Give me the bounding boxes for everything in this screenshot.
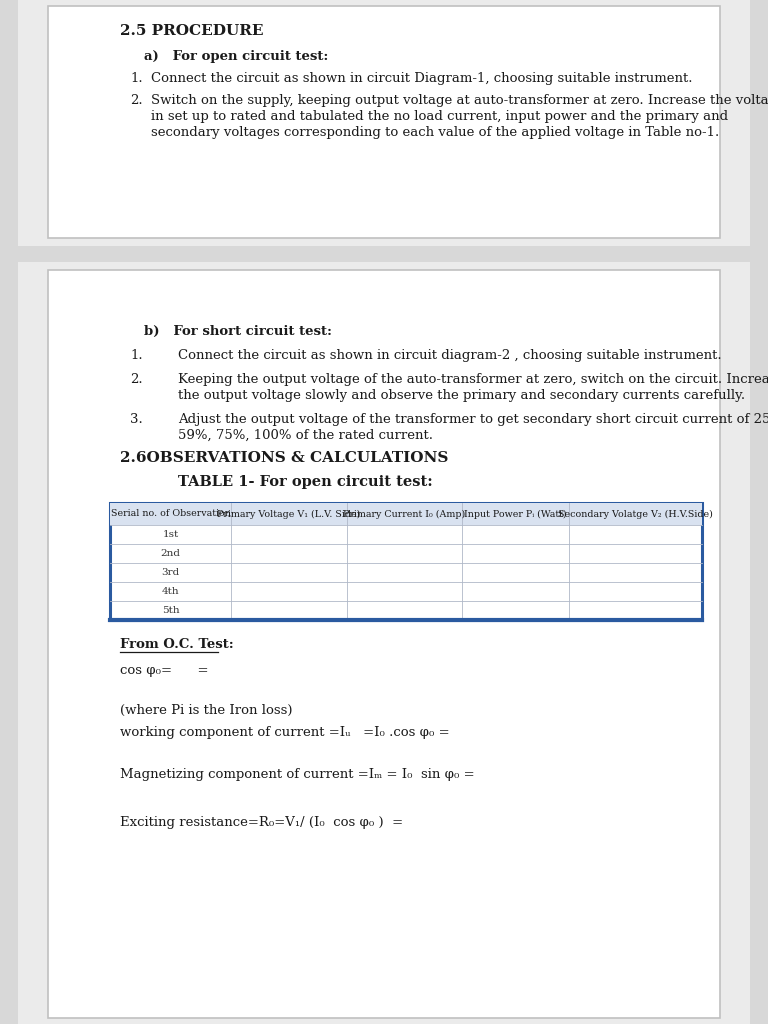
Text: the output voltage slowly and observe the primary and secondary currents careful: the output voltage slowly and observe th… [178,389,745,402]
Text: Adjust the output voltage of the transformer to get secondary short circuit curr: Adjust the output voltage of the transfo… [178,413,768,426]
Text: a)   For open circuit test:: a) For open circuit test: [144,50,329,63]
Text: 1st: 1st [163,530,179,539]
Text: 5th: 5th [162,606,180,615]
Text: 3.: 3. [130,413,143,426]
Text: 2nd: 2nd [161,549,180,558]
Text: 2.6OBSERVATIONS & CALCULATIONS: 2.6OBSERVATIONS & CALCULATIONS [120,451,449,465]
Text: Exciting resistance=R₀=V₁/ (I₀  cos φ₀ )  =: Exciting resistance=R₀=V₁/ (I₀ cos φ₀ ) … [120,816,403,829]
Bar [110,503,702,620]
Text: 1.: 1. [130,72,143,85]
Text: (where Pi is the Iron loss): (where Pi is the Iron loss) [120,705,293,717]
Text: 2.: 2. [130,94,143,106]
Text: in set up to rated and tabulated the no load current, input power and the primar: in set up to rated and tabulated the no … [151,110,728,123]
Text: cos φ₀=      =: cos φ₀= = [120,664,208,677]
Bar [18,0,750,246]
Text: 4th: 4th [162,587,180,596]
Text: Serial no. of Observation: Serial no. of Observation [111,510,230,518]
Text: 2.: 2. [130,373,143,386]
Text: TABLE 1- For open circuit test:: TABLE 1- For open circuit test: [178,475,432,489]
Text: Keeping the output voltage of the auto-transformer at zero, switch on the circui: Keeping the output voltage of the auto-t… [178,373,768,386]
Text: b)   For short circuit test:: b) For short circuit test: [144,325,332,338]
Text: Switch on the supply, keeping output voltage at auto-transformer at zero. Increa: Switch on the supply, keeping output vol… [151,94,768,106]
Text: Connect the circuit as shown in circuit diagram-2 , choosing suitable instrument: Connect the circuit as shown in circuit … [178,349,722,362]
Text: Connect the circuit as shown in circuit Diagram-1, choosing suitable instrument.: Connect the circuit as shown in circuit … [151,72,693,85]
Bar [48,6,720,238]
Text: Magnetizing component of current =Iₘ = I₀  sin φ₀ =: Magnetizing component of current =Iₘ = I… [120,768,475,781]
Text: Input Power Pᵢ (Watt): Input Power Pᵢ (Watt) [464,509,567,518]
Text: secondary voltages corresponding to each value of the applied voltage in Table n: secondary voltages corresponding to each… [151,126,720,139]
Text: Secondary Volatge V₂ (H.V.Side): Secondary Volatge V₂ (H.V.Side) [558,509,713,518]
Text: 2.5 PROCEDURE: 2.5 PROCEDURE [120,24,263,38]
Text: Primary Voltage V₁ (L.V. Side): Primary Voltage V₁ (L.V. Side) [217,509,361,518]
Text: 3rd: 3rd [161,568,180,577]
Text: working component of current =Iᵤ   =I₀ .cos φ₀ =: working component of current =Iᵤ =I₀ .co… [120,726,449,739]
Text: Primary Current I₀ (Amp): Primary Current I₀ (Amp) [343,509,465,518]
Bar [18,262,750,1024]
Bar [110,503,702,525]
Text: 59%, 75%, 100% of the rated current.: 59%, 75%, 100% of the rated current. [178,429,433,442]
Text: From O.C. Test:: From O.C. Test: [120,638,233,651]
Bar [48,270,720,1018]
Text: 1.: 1. [130,349,143,362]
